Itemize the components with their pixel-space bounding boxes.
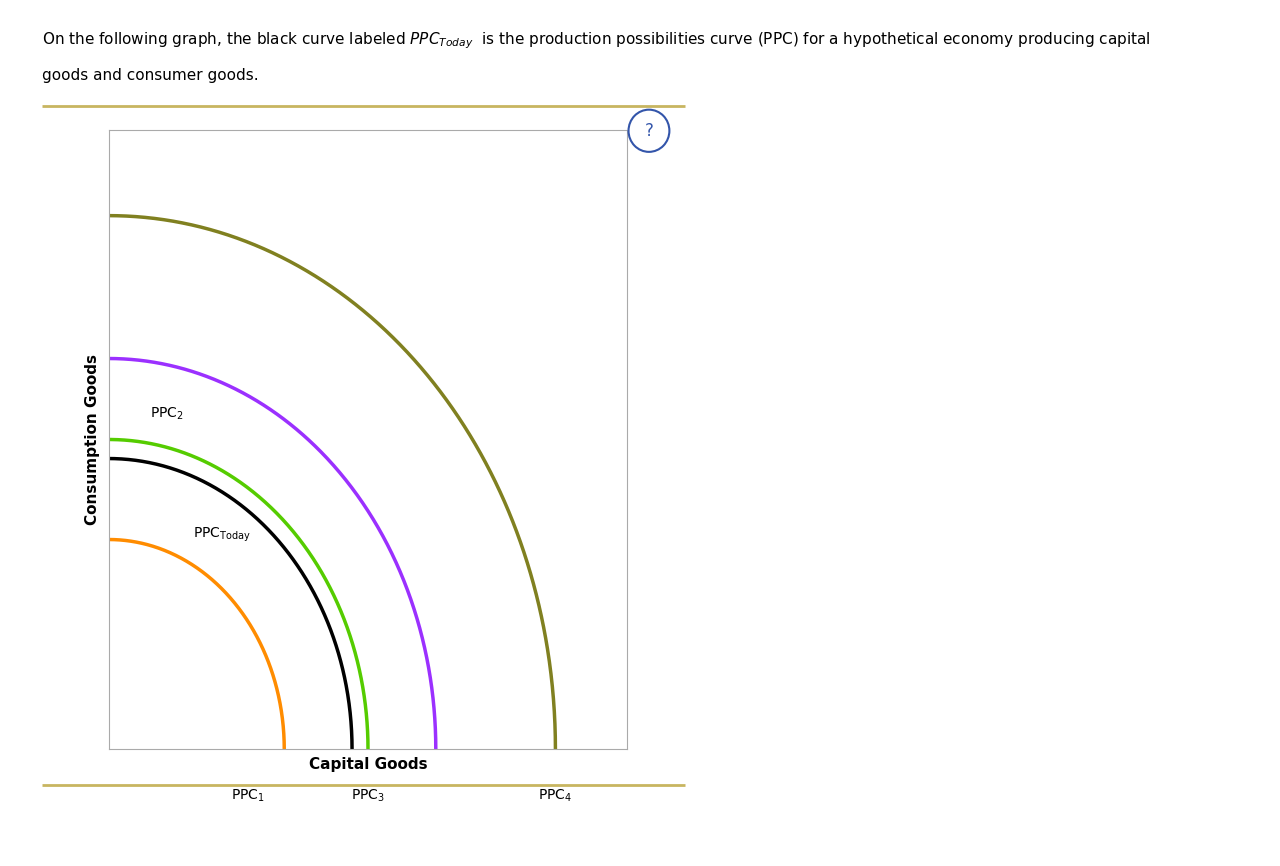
Text: PPC$_2$: PPC$_2$ <box>150 405 184 422</box>
Text: PPC$_3$: PPC$_3$ <box>351 787 385 804</box>
Y-axis label: Consumption Goods: Consumption Goods <box>86 354 100 525</box>
Text: PPC$_{\mathrm{Today}}$: PPC$_{\mathrm{Today}}$ <box>192 525 251 544</box>
Text: goods and consumer goods.: goods and consumer goods. <box>42 68 259 82</box>
Text: On the following graph, the black curve labeled $\mathit{PPC}_{\mathit{Today}}$ : On the following graph, the black curve … <box>42 30 1151 51</box>
Text: PPC$_4$: PPC$_4$ <box>539 787 572 804</box>
Text: ?: ? <box>645 122 653 139</box>
Text: PPC$_1$: PPC$_1$ <box>232 787 265 804</box>
X-axis label: Capital Goods: Capital Goods <box>308 758 428 772</box>
